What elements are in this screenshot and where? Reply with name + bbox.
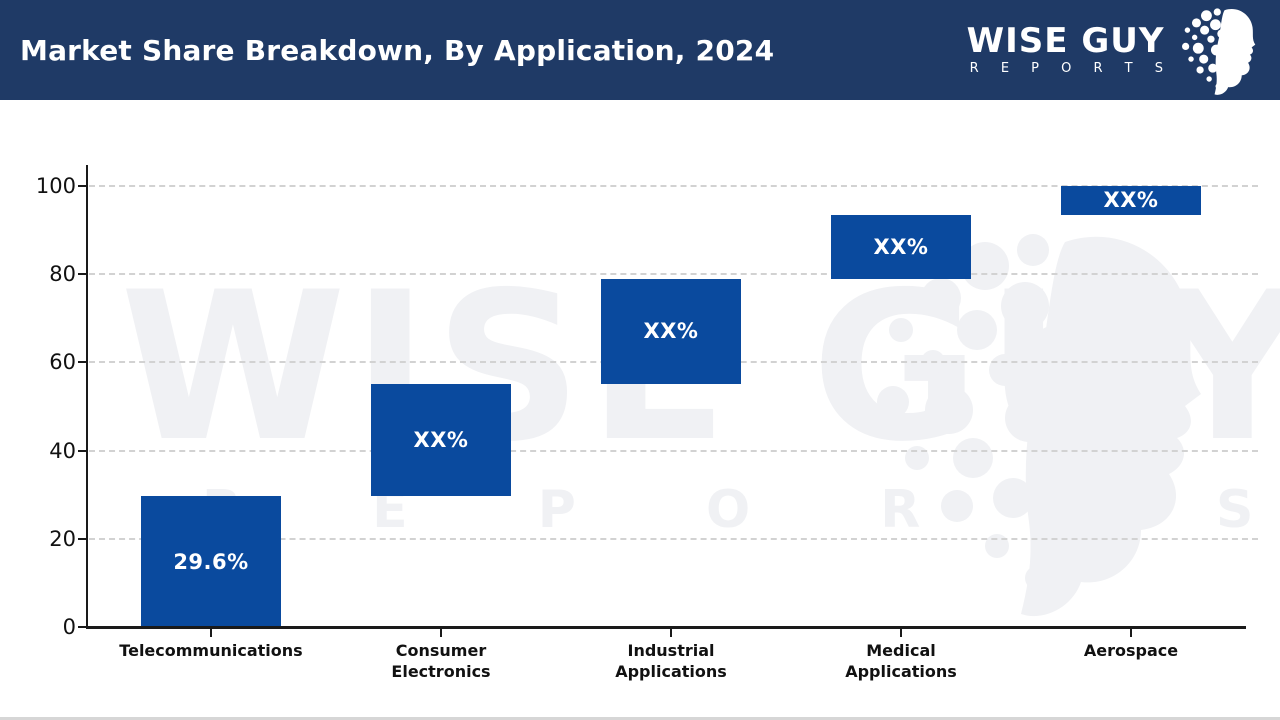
y-tick-label-20: 20 (49, 526, 76, 551)
y-tick-label-0: 0 (62, 615, 76, 639)
x-axis-label-aerospace: Aerospace (1016, 640, 1246, 661)
x-axis-label-medical-applications: Medical Applications (786, 640, 1016, 682)
bar-value-label-consumer-electronics: XX% (413, 428, 469, 452)
x-axis-label-line: Industrial (627, 641, 715, 660)
footer-divider (0, 717, 1280, 720)
y-tick-0 (78, 626, 88, 628)
bar-value-label-industrial-applications: XX% (643, 319, 699, 344)
y-tick-20 (78, 537, 88, 540)
x-tick-telecommunications (210, 629, 212, 637)
y-tick-label-60: 60 (49, 350, 76, 375)
y-tick-60 (78, 361, 88, 364)
y-gridline-40 (89, 449, 1258, 452)
x-axis-label-line: Applications (615, 662, 727, 681)
bar-value-label-telecommunications: 29.6% (173, 549, 249, 574)
y-tick-label-100: 100 (35, 174, 76, 198)
x-axis-label-telecommunications: Telecommunications (96, 640, 326, 661)
header-bar: Market Share Breakdown, By Application, … (0, 0, 1280, 100)
bar-aerospace: XX% (1061, 186, 1201, 215)
x-tick-consumer-electronics (440, 629, 442, 637)
bar-value-label-medical-applications: XX% (873, 234, 929, 259)
logo-subtitle: R E P O R T S (969, 61, 1172, 76)
x-axis-label-line: Aerospace (1083, 641, 1179, 660)
y-axis-line (86, 165, 88, 629)
wiseguy-logo-text: WISE GUY R E P O R T S (967, 24, 1172, 76)
wiseguy-logo: WISE GUY R E P O R T S (967, 3, 1266, 98)
x-axis-line (86, 626, 1246, 629)
y-tick-100 (78, 185, 88, 187)
logo-head-icon (1182, 7, 1256, 95)
y-tick-label-40: 40 (49, 438, 76, 463)
y-tick-label-80: 80 (49, 262, 76, 287)
y-tick-40 (78, 449, 88, 452)
bar-value-label-aerospace: XX% (1103, 188, 1159, 213)
logo-wordmark: WISE GUY (966, 21, 1165, 61)
x-tick-industrial-applications (670, 629, 672, 637)
x-axis-label-line: Electronics (391, 662, 491, 681)
x-axis-label-consumer-electronics: Consumer Electronics (326, 640, 556, 682)
bar-consumer-electronics: XX% (371, 383, 511, 497)
x-tick-aerospace (1130, 629, 1132, 637)
x-axis-label-industrial-applications: Industrial Applications (556, 640, 786, 682)
x-axis-label-line: Applications (845, 662, 957, 681)
bar-telecommunications: 29.6% (141, 496, 281, 627)
chart-title: Market Share Breakdown, By Application, … (20, 33, 775, 67)
x-axis-label-line: Medical (866, 641, 936, 660)
y-gridline-20 (89, 537, 1258, 540)
x-axis-label-line: Telecommunications (119, 641, 303, 660)
y-gridline-80 (89, 273, 1258, 276)
y-tick-80 (78, 273, 88, 276)
bar-industrial-applications: XX% (601, 278, 741, 384)
bar-medical-applications: XX% (831, 214, 971, 279)
x-axis-label-line: Consumer (395, 641, 487, 660)
y-gridline-100 (89, 185, 1258, 187)
x-tick-medical-applications (900, 629, 902, 637)
